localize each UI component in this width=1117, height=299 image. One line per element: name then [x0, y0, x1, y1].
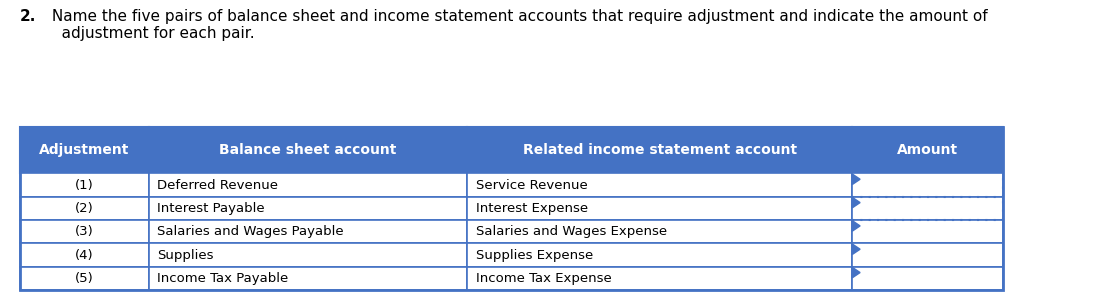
Text: (1): (1)	[75, 179, 94, 192]
Text: 2.: 2.	[20, 9, 37, 24]
Text: Related income statement account: Related income statement account	[523, 143, 796, 157]
Text: Income Tax Expense: Income Tax Expense	[476, 272, 612, 285]
Text: (4): (4)	[75, 248, 94, 262]
Text: Salaries and Wages Payable: Salaries and Wages Payable	[157, 225, 344, 238]
Text: (3): (3)	[75, 225, 94, 238]
Text: Adjustment: Adjustment	[39, 143, 130, 157]
Text: Supplies Expense: Supplies Expense	[476, 248, 593, 262]
Text: Balance sheet account: Balance sheet account	[219, 143, 397, 157]
Text: Salaries and Wages Expense: Salaries and Wages Expense	[476, 225, 667, 238]
Text: Income Tax Payable: Income Tax Payable	[157, 272, 289, 285]
Text: Interest Payable: Interest Payable	[157, 202, 265, 215]
Text: (5): (5)	[75, 272, 94, 285]
Text: (2): (2)	[75, 202, 94, 215]
Text: Name the five pairs of balance sheet and income statement accounts that require : Name the five pairs of balance sheet and…	[47, 9, 987, 41]
Text: Deferred Revenue: Deferred Revenue	[157, 179, 278, 192]
Text: Amount: Amount	[897, 143, 958, 157]
Text: Service Revenue: Service Revenue	[476, 179, 588, 192]
Text: Supplies: Supplies	[157, 248, 214, 262]
Text: Interest Expense: Interest Expense	[476, 202, 588, 215]
